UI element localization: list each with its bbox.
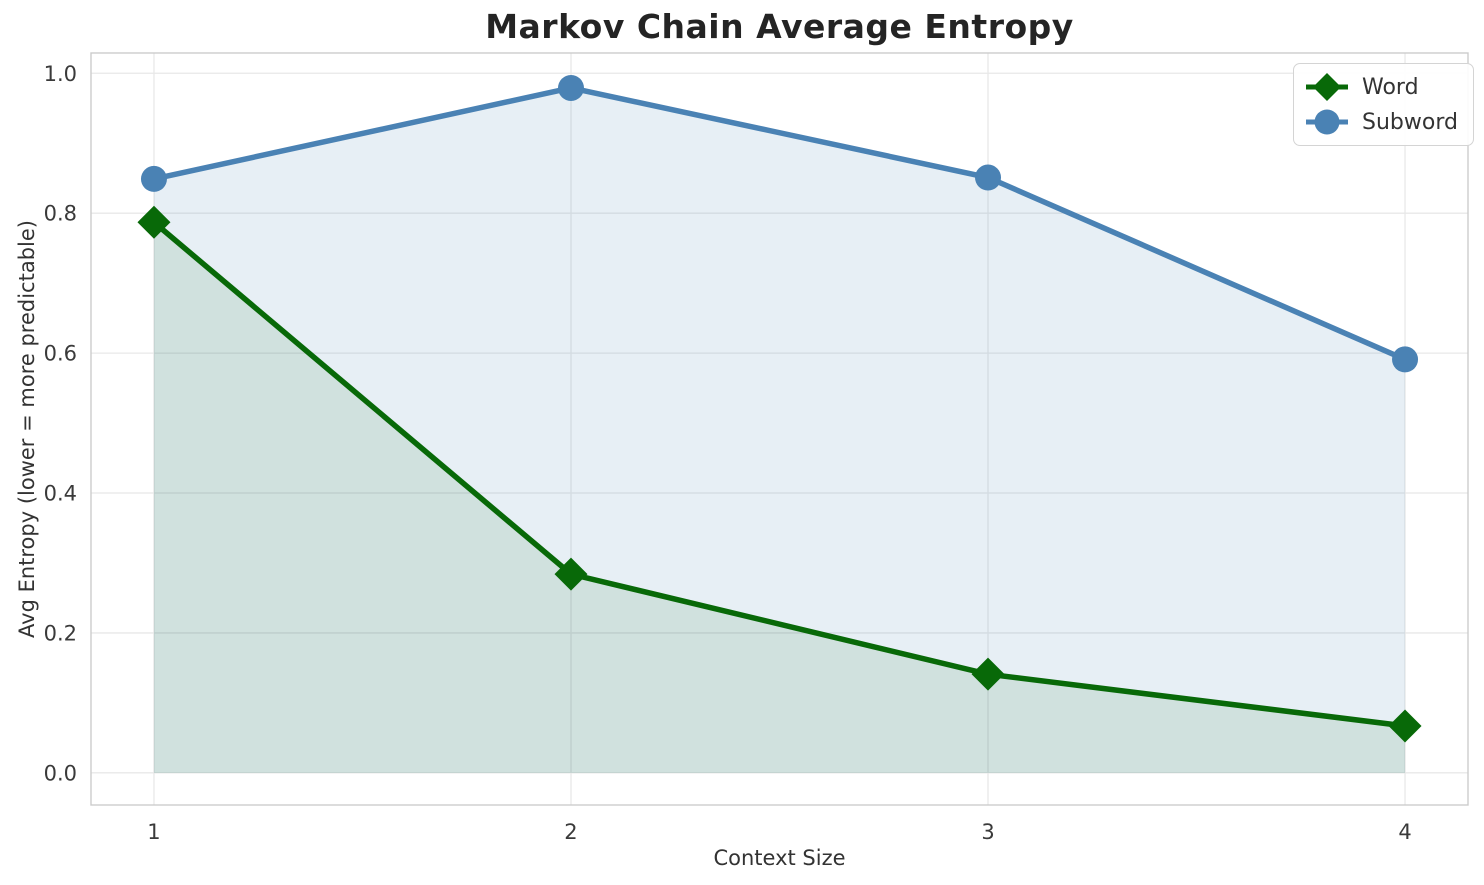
data-point-subword-1: [140, 165, 167, 192]
subword-circle-marker-icon: [1306, 109, 1348, 135]
x-axis-label: Context Size: [713, 846, 846, 870]
x-tick-label: 3: [981, 820, 994, 844]
y-tick-label: 0.0: [44, 761, 77, 785]
series-line-subword: [151, 85, 1408, 363]
y-tick-label: 0.6: [44, 342, 77, 366]
data-point-word-1: [137, 205, 171, 239]
x-tick-label: 4: [1398, 820, 1411, 844]
y-tick-label: 1.0: [44, 62, 77, 86]
x-tick-label: 1: [147, 820, 160, 844]
data-point-word-3: [971, 657, 1005, 691]
legend-label-subword: Subword: [1362, 109, 1458, 135]
legend-label-word: Word: [1362, 74, 1419, 100]
legend-item-word: Word: [1303, 71, 1458, 103]
data-point-word-4: [1388, 709, 1422, 743]
area-fill-subword: [153, 87, 1406, 773]
data-point-subword-2: [557, 74, 584, 101]
chart-title: Markov Chain Average Entropy: [485, 7, 1074, 46]
data-point-word-2: [554, 557, 588, 591]
plot-border: [90, 52, 1469, 806]
plot-background: [91, 53, 1468, 805]
y-tick-label: 0.2: [44, 621, 77, 645]
legend-item-subword: Subword: [1303, 106, 1458, 138]
y-tick-label: 0.4: [44, 482, 77, 506]
series-line-word: [151, 219, 1408, 729]
x-tick-label: 2: [564, 820, 577, 844]
area-fill-word: [153, 222, 1406, 773]
y-tick-label: 0.8: [44, 202, 77, 226]
data-point-subword-4: [1392, 346, 1419, 373]
data-point-subword-3: [975, 164, 1002, 191]
y-axis-label: Avg Entropy (lower = more predictable): [15, 220, 39, 638]
legend: Word Subword: [1293, 63, 1474, 146]
word-diamond-marker-icon: [1306, 73, 1348, 101]
